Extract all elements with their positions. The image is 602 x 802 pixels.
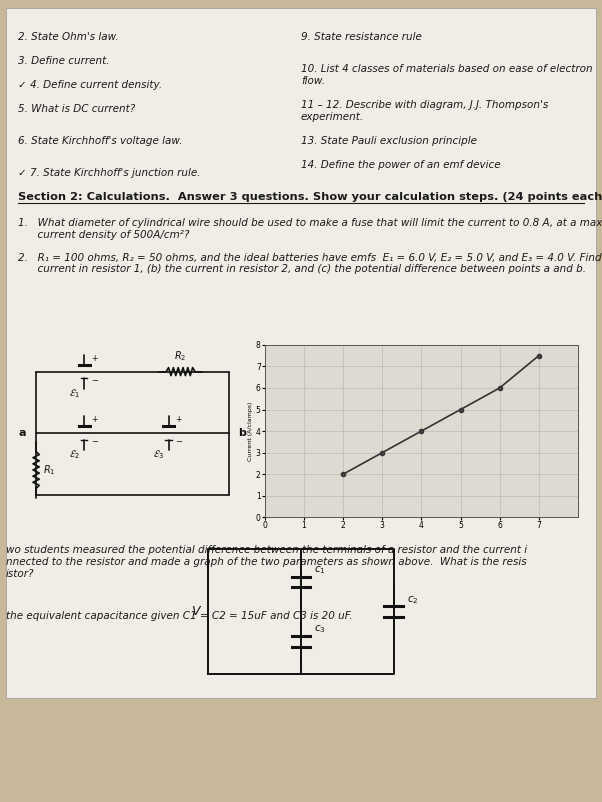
Text: a: a — [19, 428, 26, 438]
Text: 9. State resistance rule: 9. State resistance rule — [301, 32, 422, 42]
Text: $\mathcal{E}_3$: $\mathcal{E}_3$ — [154, 448, 164, 461]
Text: b: b — [238, 428, 246, 438]
Text: $c_1$: $c_1$ — [314, 564, 326, 576]
Text: −: − — [91, 375, 98, 385]
Text: $R_1$: $R_1$ — [43, 463, 55, 477]
Text: Section 2: Calculations.  Answer 3 questions. Show your calculation steps. (24 p: Section 2: Calculations. Answer 3 questi… — [18, 192, 602, 202]
Text: the equivalent capacitance given C1 = C2 = 15uF and C3 is 20 uF.: the equivalent capacitance given C1 = C2… — [6, 611, 353, 621]
Text: $\mathcal{E}_2$: $\mathcal{E}_2$ — [69, 448, 80, 461]
Text: −: − — [175, 437, 182, 446]
Text: +: + — [91, 415, 98, 424]
Bar — [6, 8, 596, 698]
Text: 3. Define current.: 3. Define current. — [18, 56, 110, 66]
Text: 6. State Kirchhoff's voltage law.: 6. State Kirchhoff's voltage law. — [18, 136, 182, 146]
Text: 2.   R₁ = 100 ohms, R₂ = 50 ohms, and the ideal batteries have emfs  E₁ = 6.0 V,: 2. R₁ = 100 ohms, R₂ = 50 ohms, and the … — [18, 253, 602, 274]
Text: 11 – 12. Describe with diagram, J.J. Thompson's
experiment.: 11 – 12. Describe with diagram, J.J. Tho… — [301, 100, 548, 122]
Text: $R_2$: $R_2$ — [175, 349, 187, 363]
Text: 13. State Pauli exclusion principle: 13. State Pauli exclusion principle — [301, 136, 477, 146]
Text: 14. Define the power of an emf device: 14. Define the power of an emf device — [301, 160, 501, 170]
Text: 2. State Ohm's law.: 2. State Ohm's law. — [18, 32, 119, 42]
Text: $c_3$: $c_3$ — [314, 623, 326, 635]
Text: ✓ 4. Define current density.: ✓ 4. Define current density. — [18, 80, 162, 90]
Text: 5. What is DC current?: 5. What is DC current? — [18, 104, 135, 114]
Text: wo students measured the potential difference between the terminals of a resisto: wo students measured the potential diffe… — [6, 545, 527, 578]
Text: 10. List 4 classes of materials based on ease of electron
flow.: 10. List 4 classes of materials based on… — [301, 64, 592, 86]
Text: V: V — [191, 605, 199, 618]
Text: $\mathcal{E}_1$: $\mathcal{E}_1$ — [69, 387, 80, 399]
Text: ✓ 7. State Kirchhoff's junction rule.: ✓ 7. State Kirchhoff's junction rule. — [18, 168, 200, 178]
Text: +: + — [175, 415, 182, 424]
Text: −: − — [91, 437, 98, 446]
Text: +: + — [91, 354, 98, 363]
Y-axis label: Current (A/clamps): Current (A/clamps) — [248, 401, 253, 461]
Text: 1.   What diameter of cylindrical wire should be used to make a fuse that will l: 1. What diameter of cylindrical wire sho… — [18, 218, 602, 240]
Text: $c_2$: $c_2$ — [407, 593, 418, 606]
